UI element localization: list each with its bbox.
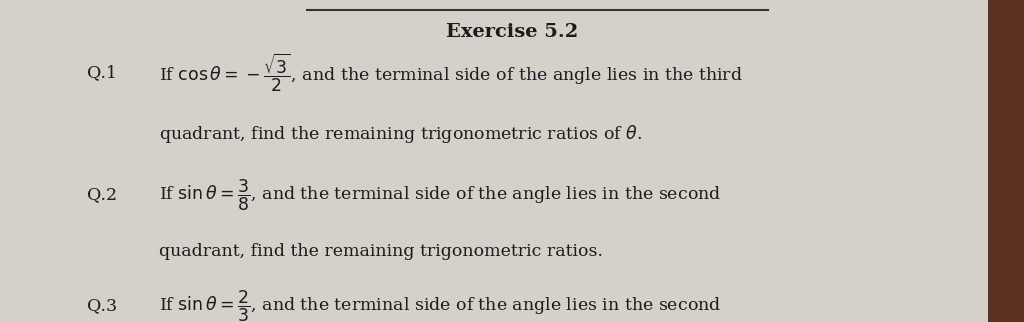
Text: If $\sin\theta = \dfrac{3}{8}$, and the terminal side of the angle lies in the s: If $\sin\theta = \dfrac{3}{8}$, and the … xyxy=(159,177,721,213)
Text: If $\sin\theta = \dfrac{2}{3}$, and the terminal side of the angle lies in the s: If $\sin\theta = \dfrac{2}{3}$, and the … xyxy=(159,288,721,322)
Text: Exercise 5.2: Exercise 5.2 xyxy=(445,23,579,41)
Bar xyxy=(988,0,1024,322)
Text: Q.1: Q.1 xyxy=(87,64,117,81)
Text: quadrant, find the remaining trigonometric ratios.: quadrant, find the remaining trigonometr… xyxy=(159,243,603,260)
Text: If $\cos\theta = -\dfrac{\sqrt{3}}{2}$, and the terminal side of the angle lies : If $\cos\theta = -\dfrac{\sqrt{3}}{2}$, … xyxy=(159,51,742,94)
Text: Q.3: Q.3 xyxy=(87,298,117,314)
Text: quadrant, find the remaining trigonometric ratios of $\theta$.: quadrant, find the remaining trigonometr… xyxy=(159,123,642,145)
Text: Q.2: Q.2 xyxy=(87,186,117,203)
